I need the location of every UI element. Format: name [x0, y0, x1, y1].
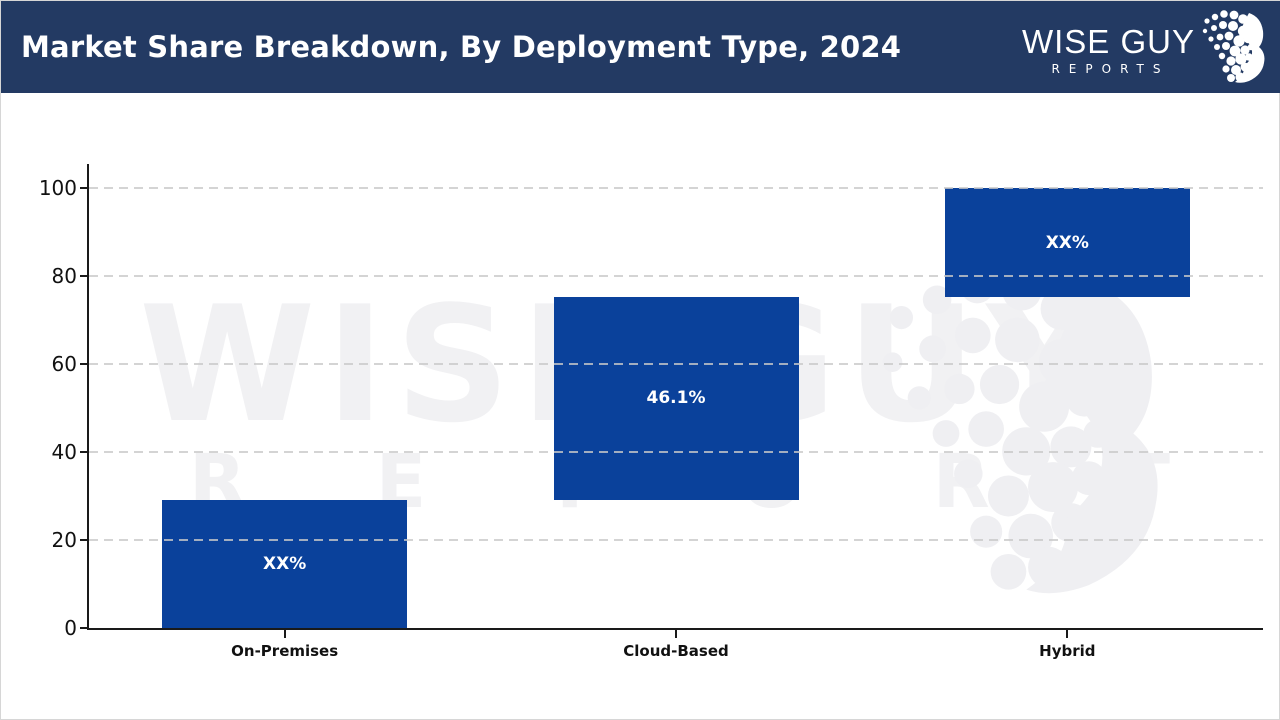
y-tick-label: 40 [51, 440, 77, 465]
brand-subtitle: REPORTS [1051, 62, 1170, 76]
gridline-y20 [89, 539, 1263, 542]
y-tick-mark [80, 187, 87, 190]
header-bar: Market Share Breakdown, By Deployment Ty… [1, 1, 1280, 93]
x-tick-mark [675, 630, 677, 638]
y-tick-mark [80, 275, 87, 278]
y-tick-label: 0 [64, 616, 77, 640]
gridline-y80 [89, 275, 1263, 278]
brand-logo-text: WISE GUY REPORTS [1022, 25, 1195, 76]
page-title: Market Share Breakdown, By Deployment Ty… [21, 30, 902, 64]
y-tick-mark [80, 451, 87, 454]
brand-name: WISE GUY [1021, 23, 1195, 60]
y-axis-line [87, 164, 89, 630]
y-tick-label: 60 [51, 352, 77, 377]
y-tick-mark [80, 539, 87, 542]
y-tick-label: 20 [51, 528, 77, 553]
bar-value-label: 46.1% [646, 388, 706, 409]
gridline-y60 [89, 363, 1263, 366]
x-tick-label: On-Premises [231, 642, 339, 660]
brand-dotted-head-icon [1202, 10, 1265, 83]
x-axis-line [87, 628, 1263, 630]
y-tick-mark [80, 363, 87, 366]
x-tick-mark [1066, 630, 1069, 638]
bar-on-premises [162, 499, 408, 628]
bar-cloud-based [553, 296, 799, 500]
bar-hybrid [944, 188, 1190, 297]
x-tick-label: Hybrid [1039, 642, 1096, 660]
y-tick-label: 100 [38, 176, 77, 201]
y-tick-label: 80 [51, 264, 77, 289]
gridline-y40 [89, 451, 1263, 454]
waterfall-chart: 0 20 40 60 80 100 XX% On-Premises 46.1% Cloud-Bas… [39, 164, 1263, 660]
x-tick-mark [283, 630, 286, 638]
gridline-y100 [89, 187, 1263, 190]
bar-value-label: XX% [1045, 232, 1089, 253]
brand-logo: WISE GUY REPORTS [1017, 1, 1267, 93]
y-tick-mark [80, 627, 87, 629]
bar-value-label: XX% [263, 553, 307, 574]
x-tick-label: Cloud-Based [623, 642, 729, 660]
